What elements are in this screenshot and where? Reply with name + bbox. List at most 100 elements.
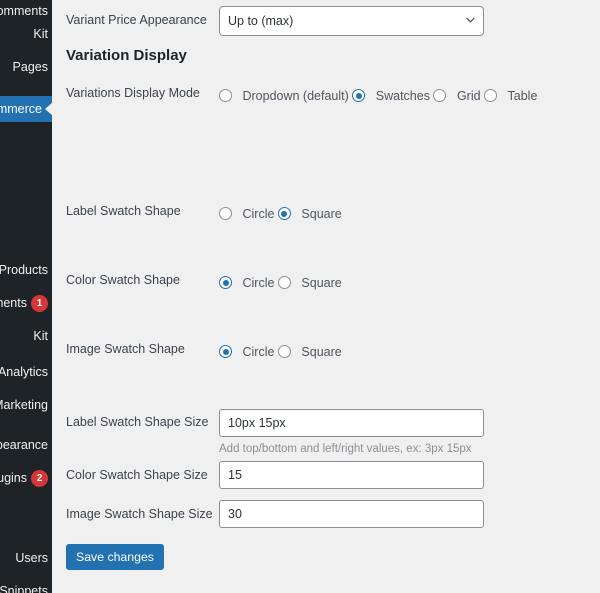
sidebar-spacer [0, 79, 52, 96]
sidebar-group-bottom: Users Code Snippets Hacker Security Coll… [0, 547, 52, 593]
sidebar-item-kit-2[interactable]: Kit [0, 325, 52, 348]
sidebar-item-plugins[interactable]: Plugins 2 [0, 467, 52, 490]
radio-image-shape-square[interactable]: Square [277, 345, 342, 360]
radio-indicator [433, 89, 447, 103]
radio-swatches[interactable]: Swatches [352, 89, 433, 103]
sidebar-item-label: Kit [33, 27, 48, 41]
page-title: Variation Display [66, 47, 187, 64]
sidebar-spacer [0, 384, 52, 394]
field-row-variant-price-appearance: Variant Price Appearance Up to (max) [52, 6, 600, 36]
status-badge: 1 [31, 295, 48, 312]
color-swatch-shape-label: Color Swatch Shape [66, 273, 180, 287]
radio-indicator [484, 89, 498, 103]
sidebar-item-comments[interactable]: Comments [0, 0, 52, 23]
radio-label: Table [507, 89, 538, 104]
sidebar-item-label: Payments [0, 296, 27, 310]
sidebar-spacer [0, 242, 52, 259]
sidebar-spacer [0, 490, 52, 530]
sidebar-spacer [0, 315, 52, 325]
sidebar-spacer [0, 122, 52, 162]
radio-indicator [219, 89, 232, 103]
sidebar-spacer [0, 46, 52, 56]
variant-price-appearance-label: Variant Price Appearance [66, 13, 207, 27]
radio-label: Square [301, 345, 342, 360]
radio-indicator [219, 345, 232, 359]
sidebar-spacer [0, 162, 52, 202]
radio-indicator [219, 207, 232, 221]
radio-color-shape-circle[interactable]: Circle [219, 276, 278, 290]
status-badge: 2 [31, 470, 48, 487]
save-changes-button[interactable]: Save changes [66, 544, 164, 570]
settings-form: Variant Price Appearance Up to (max) Var… [52, 0, 600, 593]
sidebar-spacer [0, 282, 52, 292]
label-swatch-shape-size-label: Label Swatch Shape Size [66, 415, 209, 429]
radio-color-shape-square[interactable]: Square [277, 276, 342, 291]
label-swatch-shape-size-help: Add top/bottom and left/right values, ex… [219, 443, 472, 455]
sidebar-item-label: Users [15, 551, 48, 565]
variations-display-mode-radio-group: Dropdown (default) Swatches Grid Table [219, 84, 537, 109]
image-swatch-shape-radio-group: Circle Square [219, 340, 342, 365]
radio-indicator [277, 345, 291, 359]
radio-label-shape-square[interactable]: Square [277, 207, 342, 222]
sidebar-spacer [0, 457, 52, 467]
admin-sidebar: Comments Kit Pages WooCommerce Products [0, 0, 52, 593]
color-swatch-shape-size-input[interactable] [219, 461, 484, 489]
image-swatch-shape-label: Image Swatch Shape [66, 342, 185, 356]
radio-grid[interactable]: Grid [433, 89, 484, 103]
sidebar-item-label: Appearance [0, 438, 48, 452]
image-swatch-shape-size-label: Image Swatch Shape Size [66, 507, 213, 521]
image-swatch-shape-size-control [219, 500, 484, 528]
sidebar-spacer [0, 570, 52, 580]
sidebar-item-label: Marketing [0, 398, 48, 412]
image-swatch-shape-size-input[interactable] [219, 500, 484, 528]
color-swatch-shape-size-control [219, 461, 484, 489]
radio-label: Circle [242, 207, 275, 222]
radio-label: Grid [456, 89, 481, 104]
radio-label: Swatches [375, 89, 430, 104]
radio-indicator [277, 207, 291, 221]
sidebar-spacer [0, 202, 52, 242]
color-swatch-shape-size-label: Color Swatch Shape Size [66, 468, 208, 482]
sidebar-item-payments[interactable]: Payments 1 [0, 292, 52, 315]
sidebar-item-products[interactable]: Products [0, 259, 52, 282]
sidebar-group-top: Comments Kit Pages [0, 0, 52, 79]
sidebar-item-woocommerce[interactable]: WooCommerce [0, 96, 52, 122]
label-swatch-shape-radio-group: Circle Square [219, 202, 342, 227]
sidebar-item-label: Products [0, 263, 48, 277]
label-swatch-shape-size-input[interactable] [219, 409, 484, 437]
radio-label: Circle [242, 276, 275, 291]
sidebar-item-label: Comments [0, 4, 48, 18]
radio-label: Square [301, 276, 342, 291]
sidebar-item-pages[interactable]: Pages [0, 56, 52, 79]
radio-label: Circle [242, 345, 275, 360]
label-swatch-shape-label: Label Swatch Shape [66, 204, 181, 218]
radio-indicator [277, 276, 291, 290]
variant-price-appearance-select[interactable]: Up to (max) [219, 6, 484, 36]
sidebar-item-label: Plugins [0, 471, 27, 485]
radio-label: Square [301, 207, 342, 222]
radio-table[interactable]: Table [484, 89, 537, 103]
sidebar-item-label: Pages [12, 60, 48, 74]
sidebar-item-label: Code Snippets [0, 584, 48, 593]
radio-dropdown-default[interactable]: Dropdown (default) [219, 89, 352, 103]
sidebar-item-label: Kit [33, 329, 48, 343]
variant-price-appearance-control: Up to (max) [219, 6, 484, 36]
sidebar-item-label: Analytics [0, 365, 48, 379]
radio-image-shape-circle[interactable]: Circle [219, 345, 278, 359]
sidebar-spacer [0, 348, 52, 361]
radio-indicator [352, 89, 366, 103]
sidebar-item-users[interactable]: Users [0, 547, 52, 570]
sidebar-item-marketing[interactable]: Marketing [0, 394, 52, 417]
variations-display-mode-label: Variations Display Mode [66, 86, 200, 100]
sidebar-item-appearance[interactable]: Appearance [0, 434, 52, 457]
sidebar-item-label: WooCommerce [0, 102, 42, 116]
sidebar-item-kit[interactable]: Kit [0, 23, 52, 46]
sidebar-spacer [0, 417, 52, 434]
color-swatch-shape-radio-group: Circle Square [219, 271, 342, 296]
sidebar-item-code-snippets[interactable]: Code Snippets [0, 580, 52, 593]
sidebar-item-analytics[interactable]: Analytics [0, 361, 52, 384]
sidebar-group-middle: Products Payments 1 Kit Analytics Market… [0, 259, 52, 490]
label-swatch-shape-size-control [219, 409, 484, 437]
radio-label-shape-circle[interactable]: Circle [219, 207, 278, 221]
